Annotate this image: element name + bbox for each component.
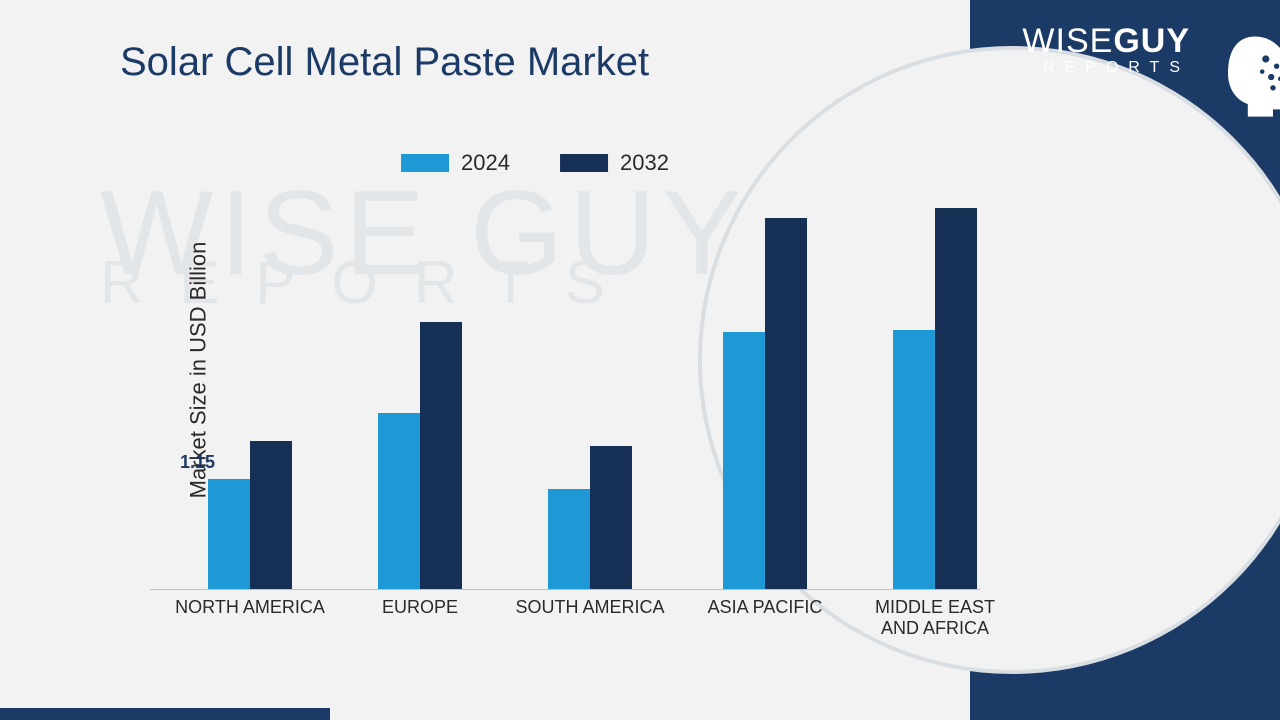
bar — [378, 413, 420, 589]
category-label: ASIA PACIFIC — [690, 589, 840, 618]
legend-label: 2024 — [461, 150, 510, 176]
bar — [893, 330, 935, 589]
category-label: NORTH AMERICA — [175, 589, 325, 618]
chart-title: Solar Cell Metal Paste Market — [120, 40, 649, 85]
brand-word-1: WISE — [1022, 22, 1113, 60]
legend-label: 2032 — [620, 150, 669, 176]
brand-logo: WISEGUY REPORTS — [1022, 22, 1250, 77]
category-label: MIDDLE EAST AND AFRICA — [860, 589, 1010, 638]
legend: 2024 2032 — [401, 150, 669, 176]
bar — [765, 218, 807, 589]
plot-region: NORTH AMERICAEUROPESOUTH AMERICAASIA PAC… — [150, 190, 980, 590]
bar — [208, 479, 250, 589]
legend-item: 2032 — [560, 150, 669, 176]
brand-word-2: GUY — [1113, 22, 1190, 60]
category-label: EUROPE — [345, 589, 495, 618]
chart-area: Market Size in USD Billion 2024 2032 NOR… — [90, 150, 980, 590]
legend-swatch-2032 — [560, 154, 608, 172]
bar — [420, 322, 462, 589]
bar — [590, 446, 632, 589]
bar — [723, 332, 765, 589]
bar — [250, 441, 292, 589]
bar — [548, 489, 590, 589]
legend-swatch-2024 — [401, 154, 449, 172]
footer-accent — [0, 708, 330, 720]
category-label: SOUTH AMERICA — [515, 589, 665, 618]
head-icon — [1210, 32, 1280, 122]
bar — [935, 208, 977, 589]
legend-item: 2024 — [401, 150, 510, 176]
value-label: 1.15 — [180, 452, 215, 473]
brand-subline: REPORTS — [1022, 59, 1190, 77]
